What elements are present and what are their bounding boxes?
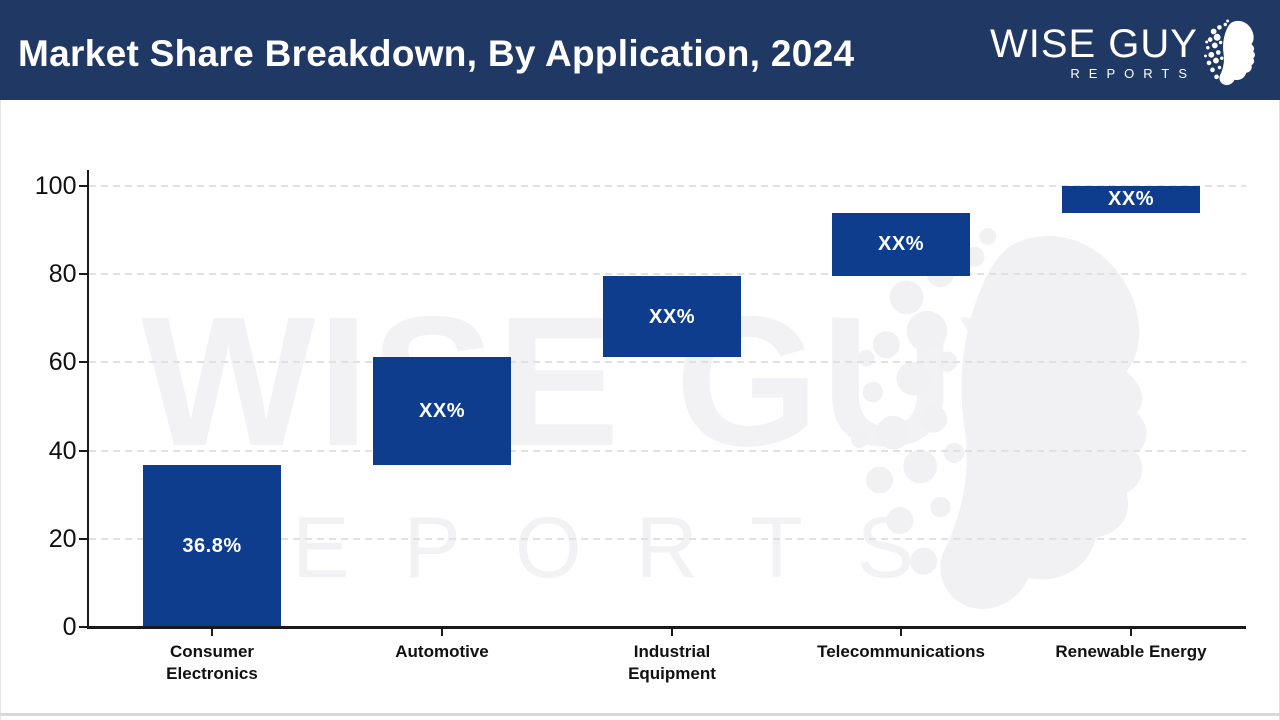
category-label-telecommunications: Telecommunications bbox=[817, 642, 985, 661]
x-axis bbox=[86, 626, 1246, 629]
bottom-divider bbox=[0, 713, 1280, 716]
logo-subtitle: REPORTS bbox=[1070, 66, 1196, 81]
ytick-label-20: 20 bbox=[48, 524, 77, 553]
gridline-40 bbox=[89, 449, 1246, 452]
dotted-head-profile-icon bbox=[1204, 19, 1255, 86]
category-label-industrial-equipment: Industrial Equipment bbox=[628, 642, 716, 684]
xtick-mark-consumer-electronics bbox=[211, 628, 213, 636]
ytick-label-40: 40 bbox=[48, 436, 77, 465]
bar-value-label: XX% bbox=[419, 399, 465, 422]
category-label-consumer-electronics: Consumer Electronics bbox=[166, 642, 258, 684]
ytick-label-100: 100 bbox=[34, 172, 77, 200]
ytick-label-0: 0 bbox=[62, 613, 77, 641]
xtick-mark-industrial-equipment bbox=[671, 628, 673, 636]
bar-consumer-electronics: 36.8% bbox=[143, 464, 281, 627]
wiseguy-logo: WISE GUY REPORTS bbox=[990, 4, 1270, 98]
bar-value-label: XX% bbox=[1108, 188, 1154, 211]
bar-automotive: XX% bbox=[373, 357, 511, 465]
ytick-mark-100 bbox=[78, 185, 87, 187]
ytick-mark-60 bbox=[78, 361, 87, 364]
gridline-80 bbox=[89, 273, 1246, 276]
bar-industrial-equipment: XX% bbox=[603, 275, 741, 358]
y-axis bbox=[86, 170, 89, 629]
ytick-mark-40 bbox=[78, 449, 87, 452]
gridline-20 bbox=[89, 537, 1246, 540]
ytick-mark-0 bbox=[78, 626, 87, 628]
category-label-renewable-energy: Renewable Energy bbox=[1055, 642, 1207, 661]
xtick-mark-telecommunications bbox=[900, 628, 902, 636]
chart-area: WISE GUY REPORTS 0 20 40 60 80 100 36.8% Consum… bbox=[0, 100, 1280, 720]
ytick-label-60: 60 bbox=[48, 348, 77, 377]
bar-telecommunications: XX% bbox=[832, 212, 970, 276]
xtick-mark-automotive bbox=[441, 628, 443, 636]
category-label-automotive: Automotive bbox=[395, 642, 489, 661]
ytick-label-80: 80 bbox=[48, 260, 77, 289]
logo-wordmark: WISE GUY bbox=[989, 22, 1198, 66]
watermark-subtitle: REPORTS bbox=[176, 500, 969, 596]
bar-value-label: XX% bbox=[649, 305, 695, 328]
bar-renewable-energy: XX% bbox=[1062, 186, 1200, 213]
gridline-60 bbox=[89, 361, 1246, 364]
bar-value-label: XX% bbox=[878, 233, 924, 256]
gridline-100 bbox=[89, 185, 1246, 187]
header-band: Market Share Breakdown, By Application, … bbox=[0, 0, 1280, 100]
bar-value-label: 36.8% bbox=[182, 534, 242, 557]
ytick-mark-20 bbox=[78, 537, 87, 540]
xtick-mark-renewable-energy bbox=[1130, 628, 1132, 636]
chart-title: Market Share Breakdown, By Application, … bbox=[18, 33, 855, 74]
ytick-mark-80 bbox=[78, 273, 87, 276]
